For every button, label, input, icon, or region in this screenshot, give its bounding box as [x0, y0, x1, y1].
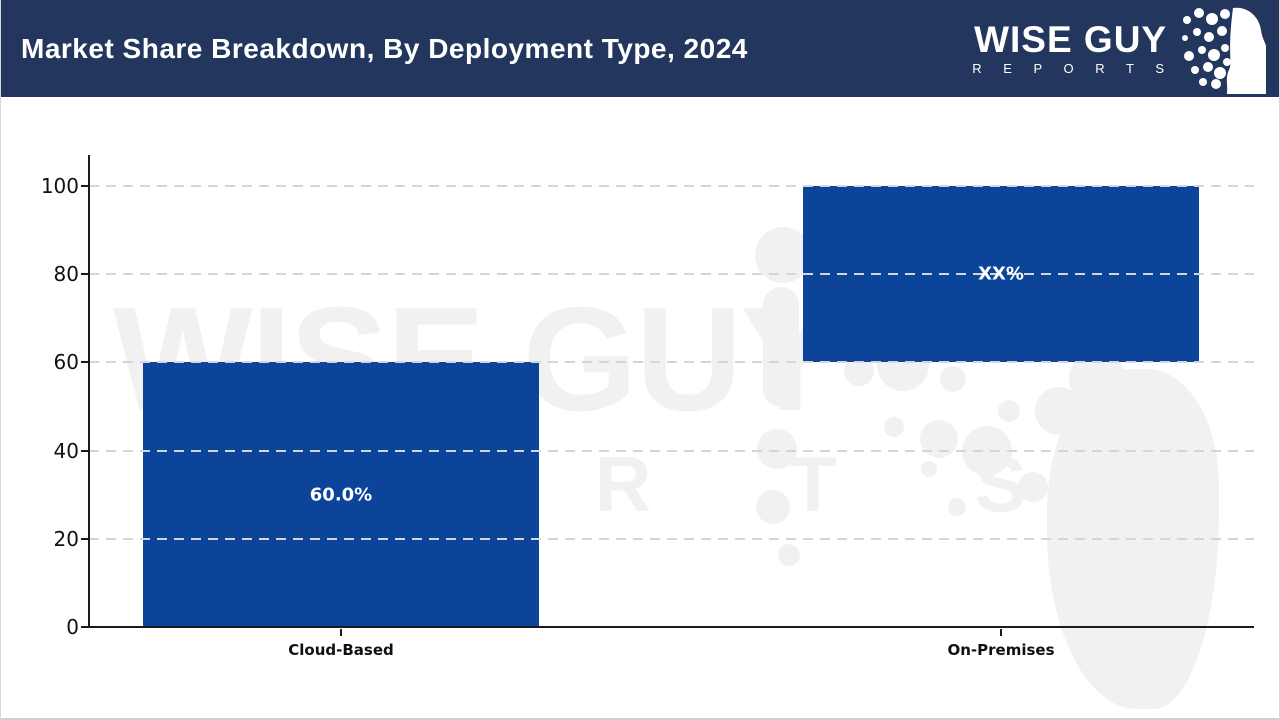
x-tick-mark-cloud-based: [340, 629, 342, 636]
watermark-dot: [756, 490, 790, 524]
gridline-80: [89, 273, 1254, 276]
y-tick-mark-100: [81, 185, 89, 187]
y-tick-label-60: 60: [53, 350, 79, 375]
watermark-dot: [921, 461, 937, 477]
page-title: Market Share Breakdown, By Deployment Ty…: [21, 32, 748, 64]
bar-value-label-on-premises: XX%: [978, 263, 1024, 285]
watermark-pill: [763, 287, 799, 407]
bar-value-label-cloud-based: 60.0%: [309, 484, 373, 506]
gridline-60: [89, 361, 1254, 364]
watermark-dot: [940, 366, 966, 392]
y-tick-label-80: 80: [53, 262, 79, 287]
bar-cloud-based: [143, 362, 539, 627]
y-axis-line: [88, 155, 90, 628]
y-tick-mark-20: [81, 537, 89, 540]
y-tick-mark-80: [81, 273, 89, 276]
watermark-dot: [757, 429, 797, 469]
watermark-dot: [948, 498, 966, 516]
y-tick-mark-40: [81, 449, 89, 452]
watermark-dot: [998, 400, 1020, 422]
chart-area: WISE GUY R T S 60.0% XX% 0 20 40 60 80 100 Clou…: [1, 97, 1279, 718]
y-tick-mark-60: [81, 361, 89, 364]
logo-wordmark: WISE GUY R E P O R T S: [968, 19, 1173, 76]
x-category-label-cloud-based: Cloud-Based: [288, 641, 394, 659]
y-tick-label-40: 40: [53, 438, 79, 463]
watermark-dot: [778, 544, 800, 566]
header: Market Share Breakdown, By Deployment Ty…: [1, 0, 1279, 97]
x-tick-mark-on-premises: [1000, 629, 1002, 636]
y-tick-label-100: 100: [40, 174, 79, 198]
logo-head-icon: [1182, 7, 1266, 94]
logo-brand-name: WISE GUY: [974, 19, 1168, 61]
y-tick-mark-0: [81, 626, 89, 628]
x-category-label-on-premises: On-Premises: [947, 641, 1055, 659]
logo-brand-subtext: R E P O R T S: [972, 60, 1173, 76]
watermark-dot: [884, 417, 904, 437]
gridline-40: [89, 449, 1254, 452]
y-tick-label-20: 20: [53, 526, 79, 551]
gridline-20: [89, 537, 1254, 540]
watermark-dot: [1018, 472, 1048, 502]
watermark-dot: [920, 420, 958, 458]
y-tick-label-0: 0: [66, 615, 79, 639]
gridline-100: [89, 185, 1254, 187]
x-axis-line: [88, 626, 1254, 628]
brand-logo: WISE GUY R E P O R T S: [968, 4, 1279, 94]
